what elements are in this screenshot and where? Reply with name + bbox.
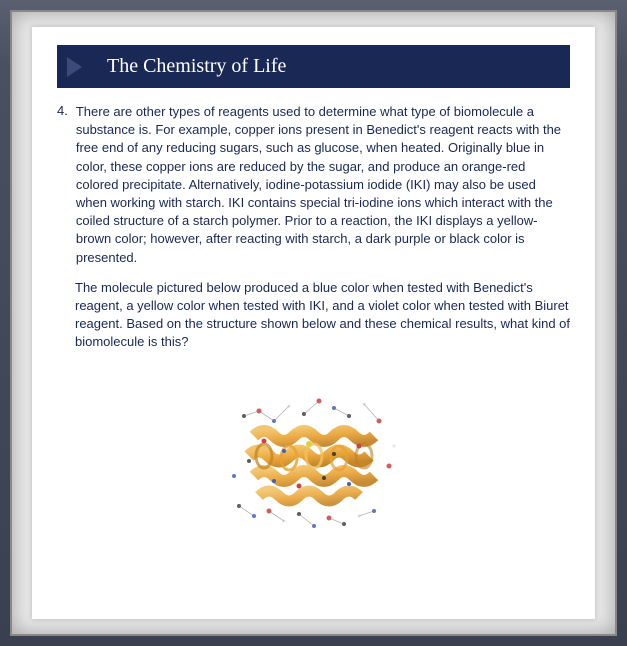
molecule-diagram [204, 366, 424, 546]
helix-ribbons [249, 431, 374, 501]
photo-frame: The Chemistry of Life 4. There are other… [10, 10, 617, 636]
chapter-title-banner: The Chemistry of Life [57, 45, 570, 88]
chapter-title-text: The Chemistry of Life [107, 55, 286, 77]
document-page: The Chemistry of Life 4. There are other… [32, 27, 595, 619]
question-paragraph-2: The molecule pictured below produced a b… [75, 279, 570, 352]
question-block: 4. There are other types of reagents use… [57, 103, 570, 267]
question-number: 4. [57, 103, 68, 267]
protein-ribbon-svg [204, 366, 424, 546]
question-paragraph-1: There are other types of reagents used t… [76, 103, 570, 267]
